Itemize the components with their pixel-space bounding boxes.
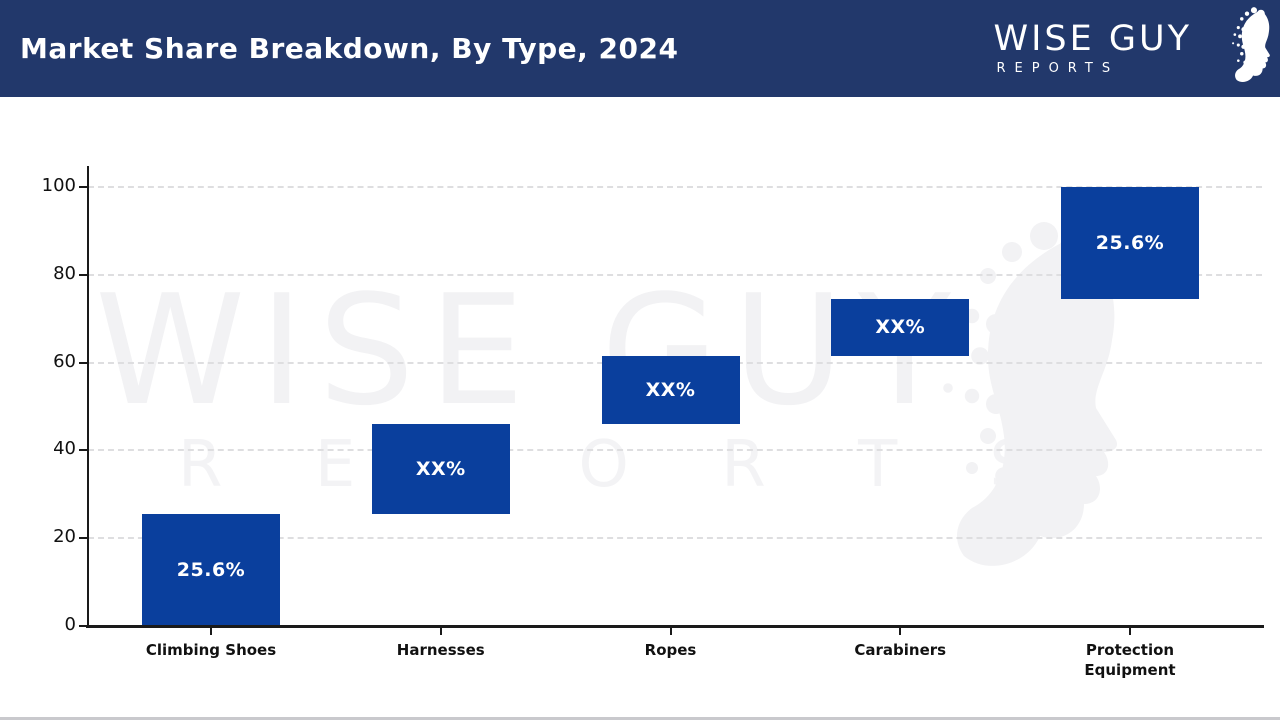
x-axis-category-label: Protection Equipment (1084, 641, 1176, 680)
brand-logo-subtitle: REPORTS (996, 60, 1120, 76)
gridline (88, 537, 1262, 540)
x-axis-tick (899, 627, 902, 635)
x-axis-tick (439, 627, 442, 635)
bar-value-label: XX% (875, 316, 926, 339)
bar-ropes: XX% (601, 355, 740, 425)
x-axis-tick (1129, 627, 1131, 635)
bar-value-label: 25.6% (176, 558, 246, 581)
bar-carabiners: XX% (831, 299, 970, 356)
bar-climbing-shoes: 25.6% (142, 513, 280, 626)
brand-logo-wordmark: WISE GUY (993, 18, 1192, 59)
y-axis-tick (79, 186, 87, 188)
bar-harnesses: XX% (371, 424, 510, 514)
gridline (88, 449, 1262, 452)
gridline (88, 186, 1262, 188)
y-axis-tick-label: 20 (53, 526, 76, 548)
brand-logo: WISE GUY REPORTS (993, 0, 1192, 97)
bottom-edge-line (0, 717, 1280, 720)
y-axis-line (87, 166, 89, 627)
y-axis-tick (79, 449, 87, 452)
gridline (88, 273, 1262, 276)
x-axis-category-label: Ropes (644, 641, 697, 659)
x-axis-tick (669, 627, 672, 635)
x-axis-tick (210, 627, 212, 635)
brand-face-icon (1200, 5, 1274, 92)
watermark-subtitle: R E P O R T S (178, 428, 1067, 502)
bar-value-label: 25.6% (1095, 232, 1165, 255)
bar-value-label: XX% (415, 457, 466, 480)
page-title: Market Share Breakdown, By Type, 2024 (20, 32, 679, 65)
y-axis-tick-label: 80 (53, 262, 76, 284)
x-axis-category-label: Carabiners (854, 641, 947, 659)
y-axis-tick-label: 40 (53, 438, 76, 460)
bar-protection-equipment: 25.6% (1061, 187, 1199, 300)
y-axis-tick (79, 361, 87, 364)
y-axis-tick-label: 60 (53, 350, 76, 372)
y-axis-tick-label: 100 (41, 175, 76, 196)
x-axis-line (86, 625, 1264, 628)
header-bar: Market Share Breakdown, By Type, 2024 WI… (0, 0, 1280, 97)
y-axis-tick (79, 625, 87, 627)
x-axis-category-label: Harnesses (396, 641, 485, 659)
watermark-wordmark: WISE GUY (95, 262, 965, 439)
bar-value-label: XX% (645, 378, 696, 401)
y-axis-tick (79, 273, 87, 276)
y-axis-tick (79, 537, 87, 540)
x-axis-category-label: Climbing Shoes (145, 641, 277, 659)
y-axis-tick-label: 0 (64, 614, 76, 635)
